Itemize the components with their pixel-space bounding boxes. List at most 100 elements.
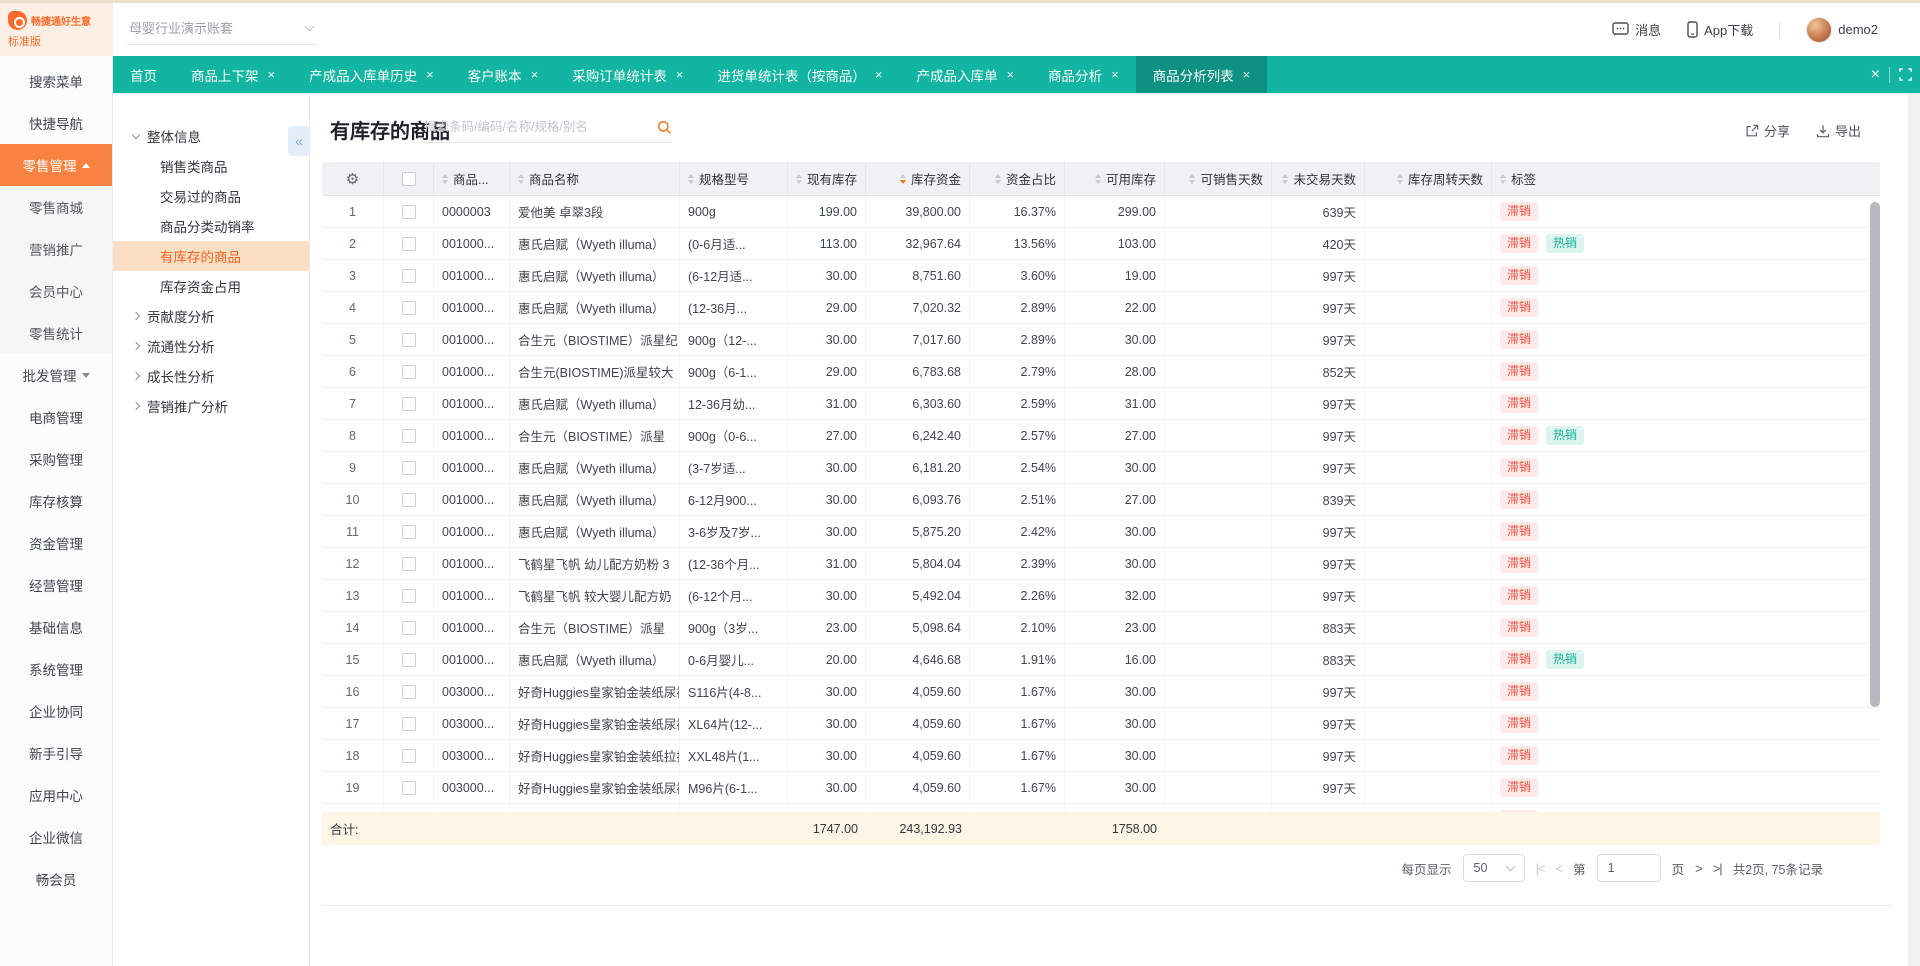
column-header-onhand[interactable]: 现有库存 — [788, 162, 866, 195]
page-number-input[interactable]: 1 — [1596, 854, 1661, 882]
sidebar-item[interactable]: 库存核算 — [0, 480, 112, 522]
row-checkbox[interactable] — [401, 716, 416, 731]
tree-section-成长性分析[interactable]: 成长性分析 — [113, 361, 309, 391]
table-row[interactable]: 1 0000003 爱他美 卓翠3段 900g 199.00 39,800.00 16.37… — [322, 196, 1880, 228]
row-checkbox[interactable] — [401, 332, 416, 347]
column-header-notrade[interactable]: 未交易天数 — [1272, 162, 1365, 195]
row-checkbox[interactable] — [401, 524, 416, 539]
table-row[interactable]: 8 001000... 合生元（BIOSTIME）派星 900g（0-6... 27.0… — [322, 420, 1880, 452]
sidebar-item[interactable]: 基础信息 — [0, 606, 112, 648]
tree-section-贡献度分析[interactable]: 贡献度分析 — [113, 301, 309, 331]
column-header-name[interactable]: 商品名称 — [510, 162, 680, 195]
per-page-select[interactable]: 50 — [1462, 854, 1525, 882]
tab-close-icon[interactable]: × — [1111, 67, 1119, 82]
sidebar-item[interactable]: 新手引导 — [0, 732, 112, 774]
sidebar-item[interactable]: 畅会员 — [0, 858, 112, 900]
row-checkbox[interactable] — [401, 492, 416, 507]
row-checkbox[interactable] — [401, 268, 416, 283]
export-button[interactable]: 导出 — [1816, 121, 1861, 140]
tab-商品上下架[interactable]: 商品上下架 × — [174, 56, 292, 93]
table-row[interactable]: 15 001000... 惠氏启赋（Wyeth illuma） 0-6月婴儿... 20… — [322, 644, 1880, 676]
row-checkbox[interactable] — [401, 780, 416, 795]
tree-item-销售类商品[interactable]: 销售类商品 — [113, 151, 309, 181]
tree-item-商品分类动销率[interactable]: 商品分类动销率 — [113, 211, 309, 241]
table-row[interactable]: 11 001000... 惠氏启赋（Wyeth illuma） 3-6岁及7岁... 3… — [322, 516, 1880, 548]
row-checkbox[interactable] — [401, 620, 416, 635]
tree-section-营销推广分析[interactable]: 营销推广分析 — [113, 391, 309, 421]
tree-item-库存资金占用[interactable]: 库存资金占用 — [113, 271, 309, 301]
row-checkbox[interactable] — [401, 652, 416, 667]
row-checkbox[interactable] — [401, 748, 416, 763]
vertical-scrollbar-thumb[interactable] — [1870, 202, 1880, 707]
tab-进货单统计表（按商品）[interactable]: 进货单统计表（按商品） × — [700, 56, 899, 93]
share-button[interactable]: 分享 — [1745, 121, 1790, 140]
sidebar-item[interactable]: 快捷导航 — [0, 102, 112, 144]
tab-商品分析列表[interactable]: 商品分析列表 × — [1135, 56, 1268, 93]
table-row[interactable]: 12 001000... 飞鹤星飞帆 幼儿配方奶粉 3 (12-36个月... 31.0… — [322, 548, 1880, 580]
row-checkbox[interactable] — [401, 556, 416, 571]
sidebar-item[interactable]: 搜索菜单 — [0, 60, 112, 102]
table-row[interactable]: 3 001000... 惠氏启赋（Wyeth illuma） (6-12月适... 30… — [322, 260, 1880, 292]
table-row[interactable]: 2 001000... 惠氏启赋（Wyeth illuma） (0-6月适... 113… — [322, 228, 1880, 260]
column-header-saledays[interactable]: 可销售天数 — [1165, 162, 1272, 195]
tab-客户账本[interactable]: 客户账本 × — [451, 56, 556, 93]
row-checkbox[interactable] — [401, 364, 416, 379]
row-checkbox[interactable] — [401, 236, 416, 251]
row-checkbox[interactable] — [401, 428, 416, 443]
sidebar-item[interactable]: 电商管理 — [0, 396, 112, 438]
search-icon[interactable] — [657, 120, 672, 135]
tab-close-icon[interactable]: × — [1242, 67, 1251, 82]
prev-page-button[interactable]: < — [1555, 860, 1564, 876]
search-input[interactable] — [422, 119, 657, 135]
row-checkbox[interactable] — [401, 396, 416, 411]
tab-close-icon[interactable]: × — [426, 67, 434, 82]
column-header-fund[interactable]: 库存资金 — [866, 162, 970, 195]
tab-close-icon[interactable]: × — [530, 67, 539, 82]
sidebar-item[interactable]: 零售统计 — [0, 312, 112, 354]
table-row[interactable]: 5 001000... 合生元（BIOSTIME）派星纪 900g（12-... 30.… — [322, 324, 1880, 356]
sidebar-item[interactable]: 企业微信 — [0, 816, 112, 858]
tab-close-icon[interactable]: × — [874, 67, 883, 82]
brand-logo-block[interactable]: 畅捷通好生意 标准版 — [0, 3, 113, 56]
tab-close-icon[interactable]: × — [1006, 67, 1015, 82]
row-checkbox[interactable] — [401, 684, 416, 699]
sidebar-item[interactable]: 批发管理 — [0, 354, 112, 396]
table-row[interactable]: 13 001000... 飞鹤星飞帆 较大婴儿配方奶 (6-12个月... 30.00 5… — [322, 580, 1880, 612]
sidebar-item[interactable]: 企业协同 — [0, 690, 112, 732]
gear-icon[interactable]: ⚙ — [345, 170, 360, 188]
tree-section-流通性分析[interactable]: 流通性分析 — [113, 331, 309, 361]
tab-close-icon[interactable]: × — [675, 67, 684, 82]
sidebar-item[interactable]: 零售商城 — [0, 186, 112, 228]
app-download-button[interactable]: App下载 — [1687, 20, 1753, 39]
select-all-header[interactable] — [384, 162, 434, 195]
column-header-tags[interactable]: 标签 — [1492, 162, 1880, 195]
tree-item-交易过的商品[interactable]: 交易过的商品 — [113, 181, 309, 211]
column-header-turnover[interactable]: 库存周转天数 — [1365, 162, 1492, 195]
select-all-checkbox[interactable] — [401, 171, 416, 186]
tab-产成品入库单历史[interactable]: 产成品入库单历史 × — [292, 56, 451, 93]
sidebar-item[interactable]: 零售管理 — [0, 144, 112, 186]
column-header-spec[interactable]: 规格型号 — [680, 162, 788, 195]
row-checkbox[interactable] — [401, 300, 416, 315]
fullscreen-icon[interactable] — [1899, 68, 1912, 81]
sidebar-item[interactable]: 采购管理 — [0, 438, 112, 480]
column-header-avail[interactable]: 可用库存 — [1065, 162, 1165, 195]
table-row[interactable]: 17 003000... 好奇Huggies皇家铂金装纸尿裤 XL64片(12-...… — [322, 708, 1880, 740]
tab-首页[interactable]: 首页 — [113, 56, 174, 93]
table-row[interactable]: 7 001000... 惠氏启赋（Wyeth illuma） 12-36月幼... 31… — [322, 388, 1880, 420]
column-settings-header[interactable]: ⚙ — [322, 162, 384, 195]
tab-采购订单统计表[interactable]: 采购订单统计表 × — [555, 56, 700, 93]
tree-section-整体信息[interactable]: 整体信息 — [113, 121, 309, 151]
tab-close-icon[interactable]: × — [267, 67, 276, 82]
table-row[interactable]: 16 003000... 好奇Huggies皇家铂金装纸尿裤 S116片(4-8...… — [322, 676, 1880, 708]
sidebar-item[interactable]: 经营管理 — [0, 564, 112, 606]
window-scroll-strip[interactable] — [1908, 93, 1920, 966]
table-row[interactable]: 6 001000... 合生元(BIOSTIME)派星较大 900g（6-1... 29… — [322, 356, 1880, 388]
close-all-tabs-icon[interactable]: × — [1870, 65, 1880, 83]
sidebar-item[interactable]: 营销推广 — [0, 228, 112, 270]
first-page-button[interactable]: |< — [1535, 860, 1546, 876]
table-row[interactable]: 9 001000... 惠氏启赋（Wyeth illuma） (3-7岁适... 30.… — [322, 452, 1880, 484]
column-header-code[interactable]: 商品... — [434, 162, 510, 195]
table-row[interactable]: 20003000...好奇Huggies皇家铂金装纸尿裤30.004,059.6… — [322, 804, 1880, 812]
tab-产成品入库单[interactable]: 产成品入库单 × — [899, 56, 1031, 93]
